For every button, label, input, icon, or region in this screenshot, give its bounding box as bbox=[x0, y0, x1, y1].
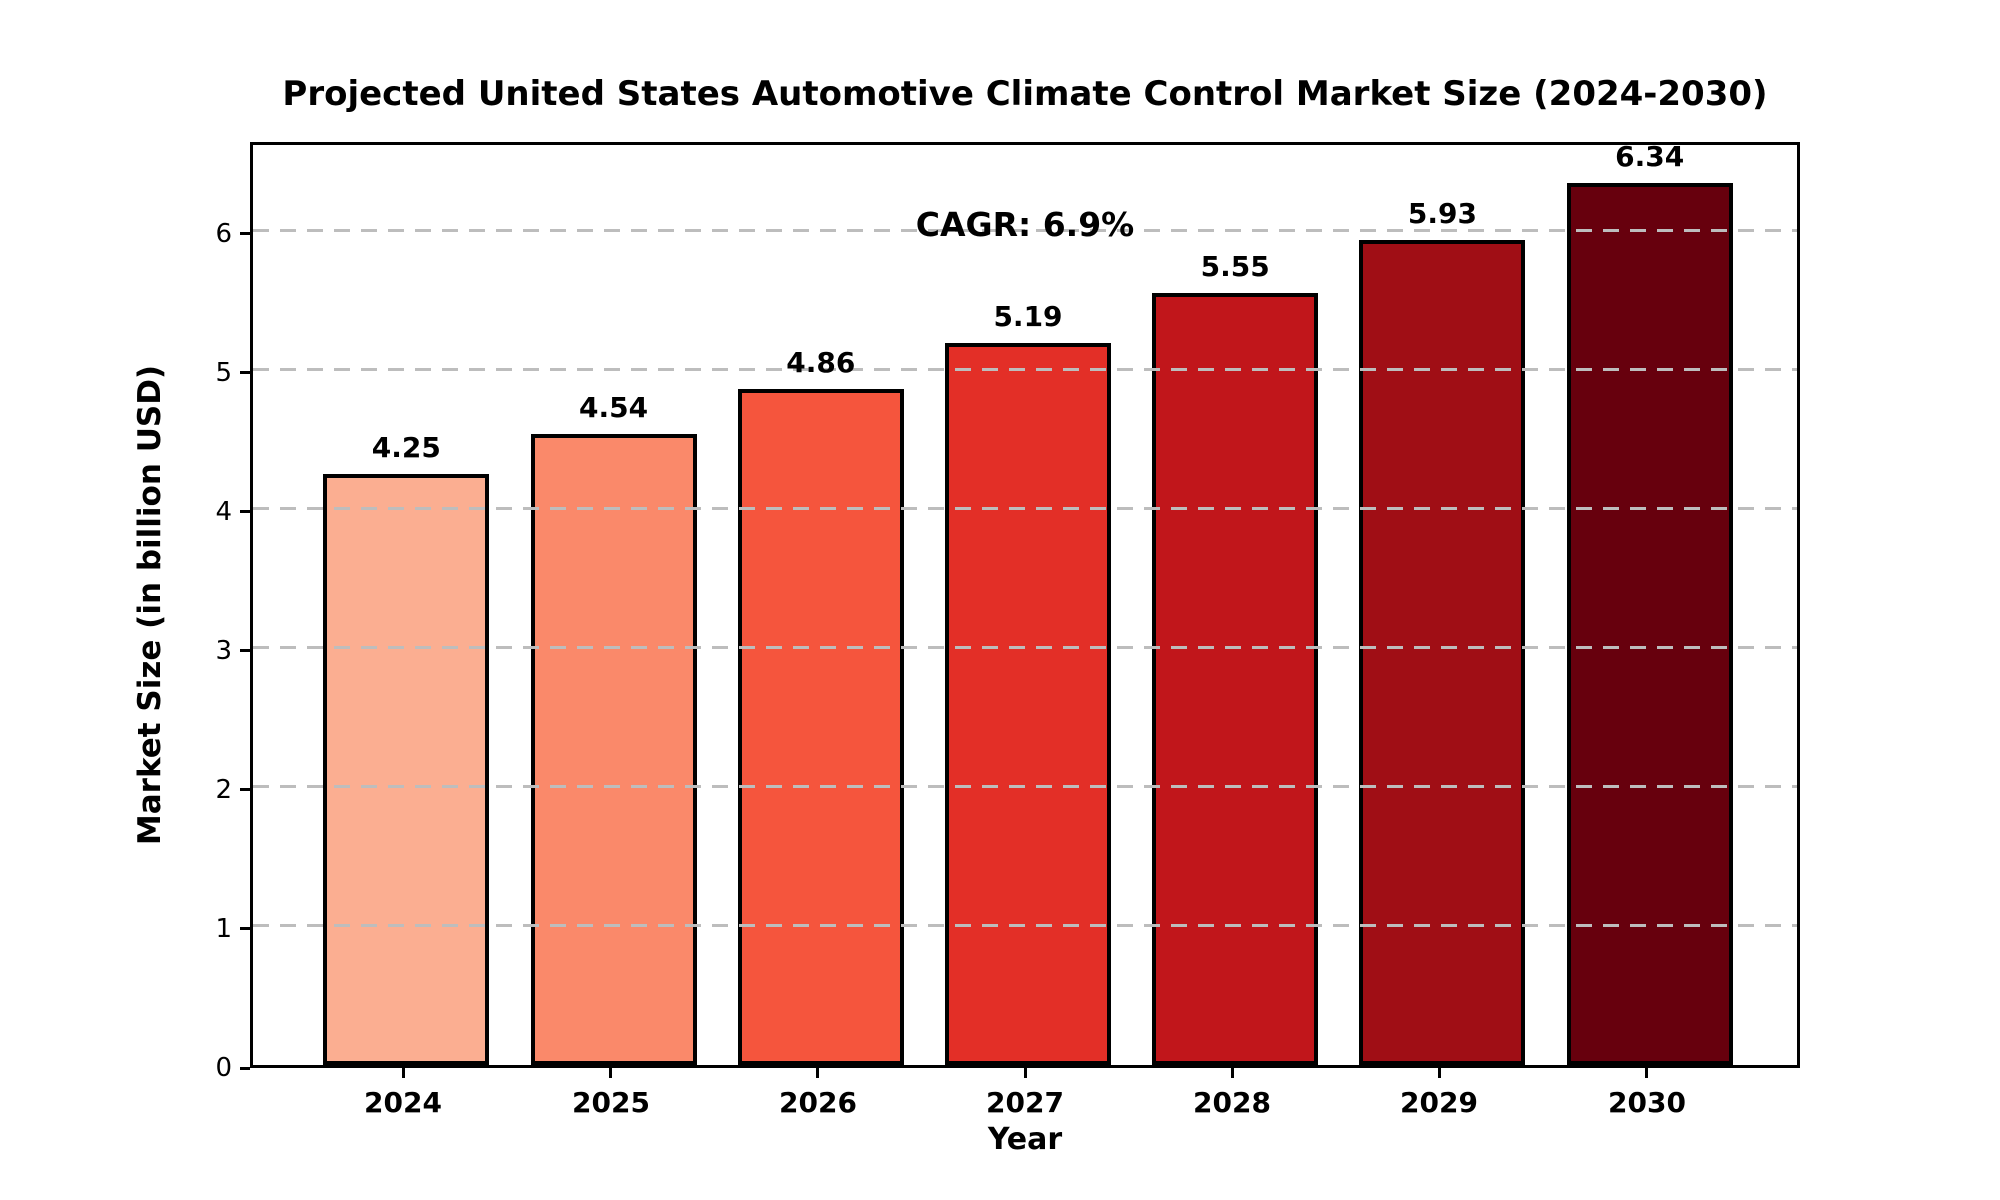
y-tick-mark-4 bbox=[240, 510, 250, 514]
gridline-y4 bbox=[253, 507, 1797, 511]
x-tick-label-2026: 2026 bbox=[779, 1086, 857, 1119]
y-tick-mark-5 bbox=[240, 371, 250, 375]
y-axis-label: Market Size (in billion USD) bbox=[132, 364, 168, 846]
x-tick-mark-2028 bbox=[1231, 1068, 1234, 1078]
bar-2024 bbox=[323, 474, 489, 1065]
bar-value-label-2028: 5.55 bbox=[1200, 250, 1270, 283]
x-tick-label-2028: 2028 bbox=[1193, 1086, 1271, 1119]
x-tick-label-2030: 2030 bbox=[1608, 1086, 1686, 1119]
y-tick-mark-0 bbox=[240, 1066, 250, 1070]
bar-value-label-2027: 5.19 bbox=[993, 300, 1063, 333]
y-tick-mark-1 bbox=[240, 927, 250, 931]
y-tick-label-5: 5 bbox=[215, 357, 232, 388]
y-tick-mark-6 bbox=[240, 232, 250, 236]
gridline-y2 bbox=[253, 785, 1797, 789]
bar-value-label-2025: 4.54 bbox=[579, 391, 649, 424]
y-tick-mark-3 bbox=[240, 649, 250, 653]
bar-2029 bbox=[1359, 240, 1525, 1065]
bar-value-label-2030: 6.34 bbox=[1615, 140, 1685, 173]
cagr-annotation: CAGR: 6.9% bbox=[915, 205, 1135, 244]
gridline-y5 bbox=[253, 368, 1797, 372]
x-tick-label-2027: 2027 bbox=[986, 1086, 1064, 1119]
bar-2028 bbox=[1152, 293, 1318, 1065]
y-tick-label-4: 4 bbox=[215, 496, 232, 527]
x-tick-mark-2024 bbox=[402, 1068, 405, 1078]
x-tick-mark-2027 bbox=[1024, 1068, 1027, 1078]
x-tick-mark-2030 bbox=[1645, 1068, 1648, 1078]
y-tick-label-0: 0 bbox=[215, 1053, 232, 1083]
gridline-y3 bbox=[253, 646, 1797, 650]
bar-value-label-2024: 4.25 bbox=[371, 431, 441, 464]
gridline-y1 bbox=[253, 924, 1797, 928]
x-tick-mark-2029 bbox=[1438, 1068, 1441, 1078]
y-tick-mark-2 bbox=[240, 788, 250, 792]
y-tick-label-3: 3 bbox=[215, 635, 232, 666]
x-tick-mark-2026 bbox=[816, 1068, 819, 1078]
plot-area: CAGR: 6.9% 4.25 4.54 4.86 5.19 5.55 5.93 6.34 bbox=[250, 140, 1800, 1068]
bar-2025 bbox=[531, 434, 697, 1065]
x-tick-mark-2025 bbox=[609, 1068, 612, 1078]
bar-2026 bbox=[738, 389, 904, 1065]
bar-2030 bbox=[1567, 183, 1733, 1065]
y-tick-label-6: 6 bbox=[215, 218, 232, 249]
y-tick-label-1: 1 bbox=[215, 913, 232, 944]
bar-value-label-2029: 5.93 bbox=[1407, 197, 1477, 230]
gridline-y6 bbox=[253, 229, 1797, 233]
bar-value-label-2026: 4.86 bbox=[786, 346, 856, 379]
x-tick-label-2025: 2025 bbox=[572, 1086, 650, 1119]
chart-title: Projected United States Automotive Clima… bbox=[282, 74, 1768, 114]
bar-2027 bbox=[945, 343, 1111, 1065]
x-axis-label: Year bbox=[987, 1122, 1063, 1157]
x-tick-label-2029: 2029 bbox=[1400, 1086, 1478, 1119]
x-tick-label-2024: 2024 bbox=[364, 1086, 442, 1119]
y-tick-label-2: 2 bbox=[215, 774, 232, 805]
